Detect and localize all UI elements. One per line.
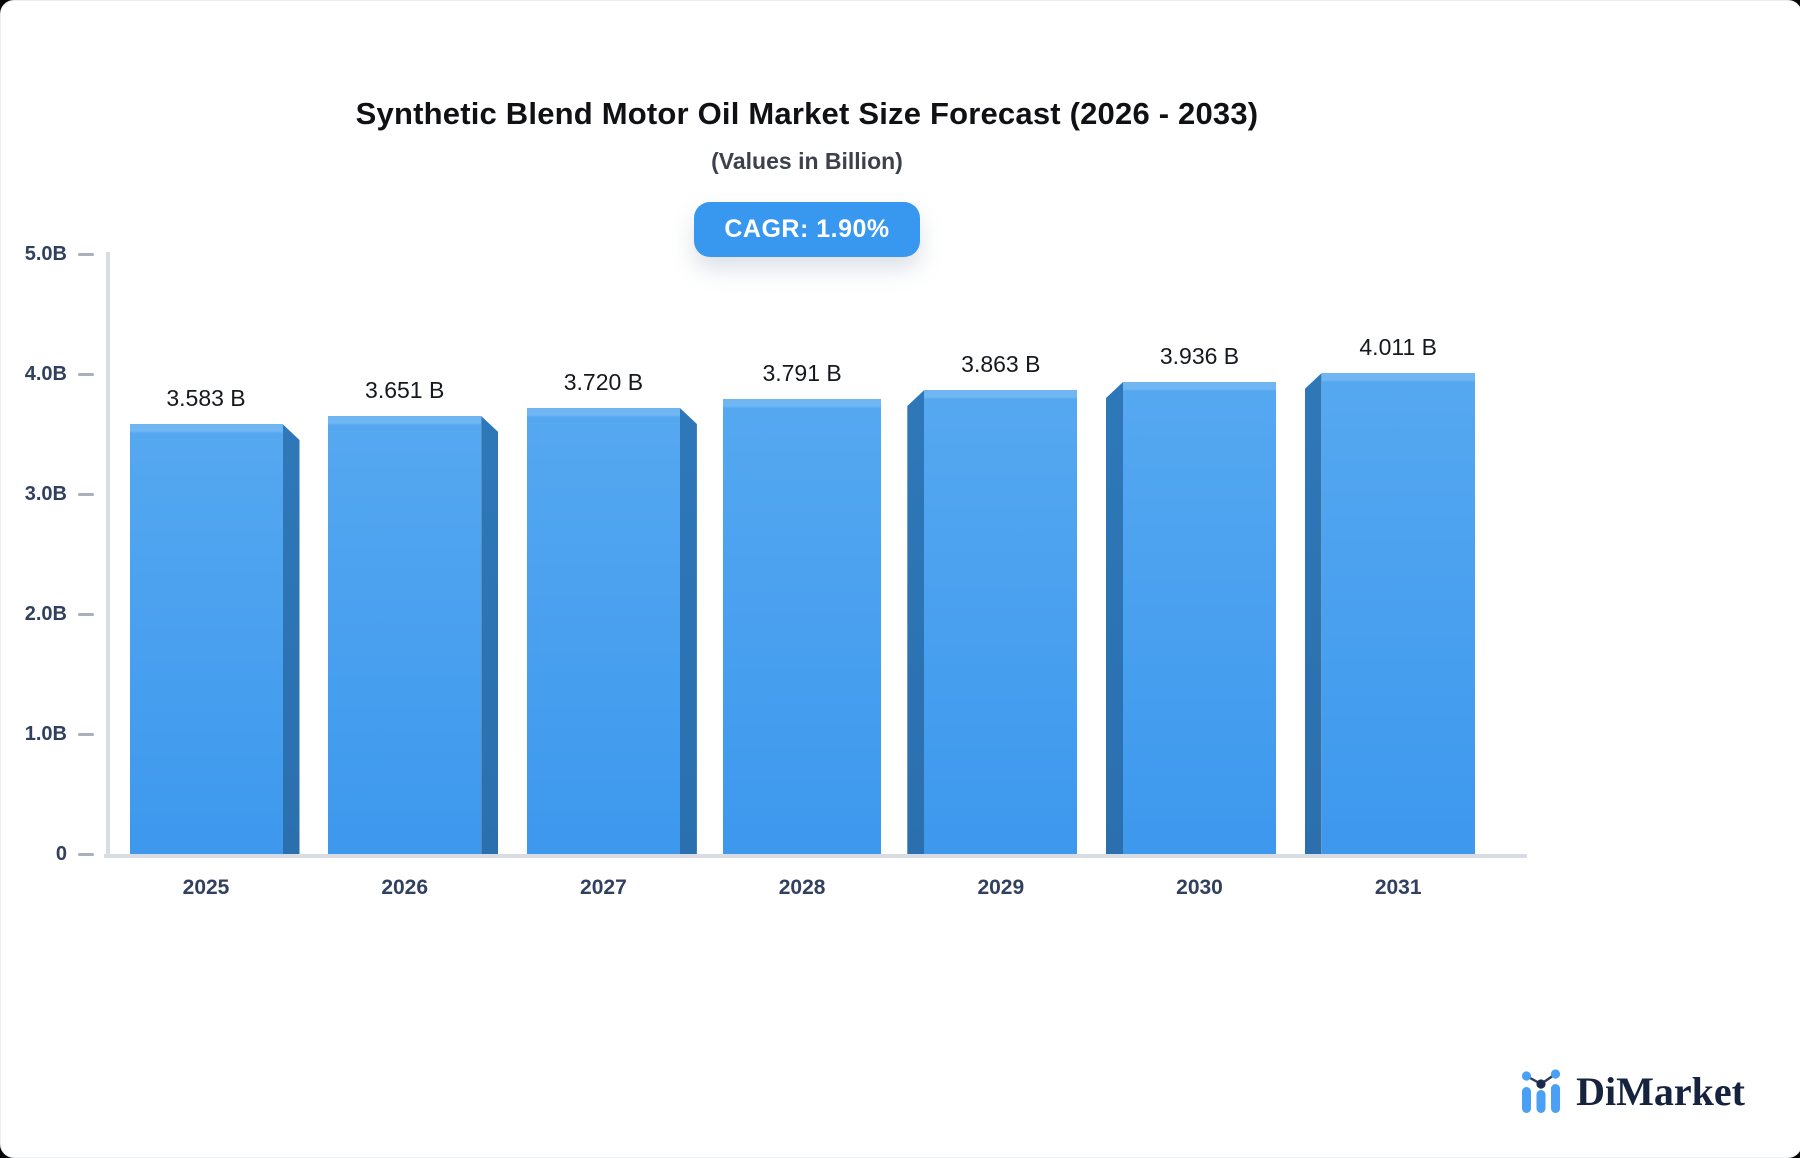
x-axis-label: 2028 xyxy=(778,876,826,899)
bar xyxy=(1321,373,1475,854)
x-axis-label: 2025 xyxy=(182,876,230,899)
brand-logo: DiMarket xyxy=(1518,1067,1745,1115)
chart-header: Synthetic Blend Motor Oil Market Size Fo… xyxy=(1,96,1613,257)
bar-value-label: 3.720 B xyxy=(563,369,644,395)
x-axis-line xyxy=(104,854,1527,858)
bar-group: 4.011 B 2031 xyxy=(1304,254,1475,899)
y-axis-tick-mark xyxy=(78,732,94,736)
bar-side-face xyxy=(282,424,300,854)
y-axis-tick: 3.0B xyxy=(1,480,106,508)
plot-area: 0 1.0B 2.0B 3.0B 4.0B xyxy=(25,243,1527,899)
y-axis-tick-label: 2.0B xyxy=(24,602,67,625)
bar-side-face xyxy=(907,390,925,854)
bar-group: 3.720 B 2027 xyxy=(526,254,697,899)
y-axis-tick: 4.0B xyxy=(1,360,106,388)
bar-side-face xyxy=(481,416,499,854)
y-axis-tick: 5.0B xyxy=(1,240,106,268)
bar xyxy=(723,399,882,854)
brand-logo-icon xyxy=(1522,1069,1561,1113)
bar-side-face xyxy=(679,408,697,854)
bar xyxy=(526,408,680,854)
brand-logo-text: DiMarket xyxy=(1576,1068,1745,1114)
y-axis-tick-mark xyxy=(78,612,94,616)
bar-side-face xyxy=(1304,373,1322,854)
bar-value-label: 3.791 B xyxy=(762,360,842,386)
cagr-badge: CAGR: 1.90% xyxy=(694,202,920,257)
y-axis-tick-mark xyxy=(78,852,94,856)
y-axis-tick: 2.0B xyxy=(1,600,106,628)
bar-group: 3.863 B 2029 xyxy=(907,254,1078,899)
bar-value-label: 3.863 B xyxy=(961,351,1041,377)
bar-group: 3.651 B 2026 xyxy=(328,254,499,899)
y-axis-tick: 0 xyxy=(1,840,106,868)
y-axis-tick-mark xyxy=(78,372,94,376)
bar-value-label: 3.583 B xyxy=(166,385,246,411)
bar-value-label: 3.936 B xyxy=(1159,343,1240,369)
x-axis-label: 2026 xyxy=(381,876,429,899)
y-axis-tick-mark xyxy=(78,492,94,496)
y-axis-tick-mark xyxy=(78,252,94,256)
bar xyxy=(924,390,1078,854)
y-axis-tick-label: 4.0B xyxy=(24,362,67,385)
y-axis-tick-label: 1.0B xyxy=(24,722,67,745)
y-axis-tick-label: 5.0B xyxy=(24,242,67,265)
y-axis-tick-label: 0 xyxy=(55,842,67,865)
bar xyxy=(328,416,482,854)
bar-group: 3.936 B 2030 xyxy=(1106,254,1276,899)
x-axis-label: 2029 xyxy=(977,876,1025,899)
y-axis-tick: 1.0B xyxy=(1,720,106,748)
bar-value-label: 4.011 B xyxy=(1359,334,1437,360)
chart-title: Synthetic Blend Motor Oil Market Size Fo… xyxy=(355,96,1259,131)
bar xyxy=(1123,382,1276,854)
chart-subtitle: (Values in Billion) xyxy=(711,148,903,174)
bar-group: 3.583 B 2025 xyxy=(129,254,300,899)
x-axis-label: 2031 xyxy=(1374,876,1422,899)
bar xyxy=(129,424,283,854)
x-axis-label: 2030 xyxy=(1176,876,1223,899)
bar-side-face xyxy=(1106,382,1123,854)
y-axis-line xyxy=(106,252,110,856)
x-axis-label: 2027 xyxy=(580,876,627,899)
bar-value-label: 3.651 B xyxy=(365,377,445,403)
bar-group: 3.791 B 2028 xyxy=(723,254,882,899)
y-axis-tick-label: 3.0B xyxy=(24,482,67,505)
